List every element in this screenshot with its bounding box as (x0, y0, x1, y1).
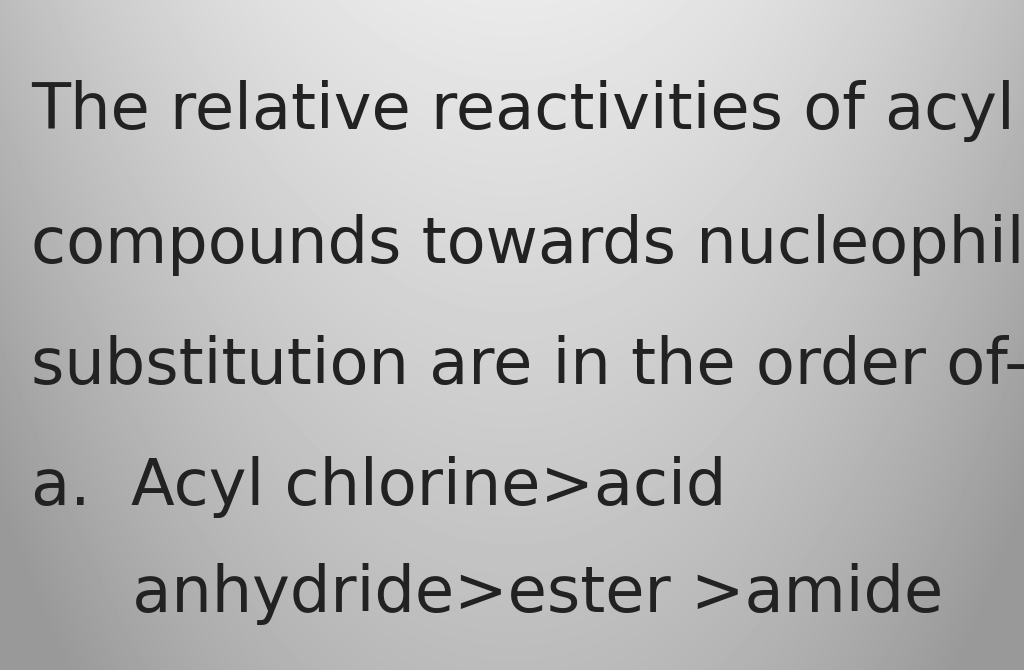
Text: a.  Acyl chlorine>acid: a. Acyl chlorine>acid (31, 456, 726, 518)
Text: anhydride>ester >amide: anhydride>ester >amide (31, 563, 943, 625)
Text: compounds towards nucleophilic: compounds towards nucleophilic (31, 214, 1024, 277)
Text: The relative reactivities of acyl: The relative reactivities of acyl (31, 80, 1015, 143)
Text: substitution are in the order of-: substitution are in the order of- (31, 335, 1024, 397)
